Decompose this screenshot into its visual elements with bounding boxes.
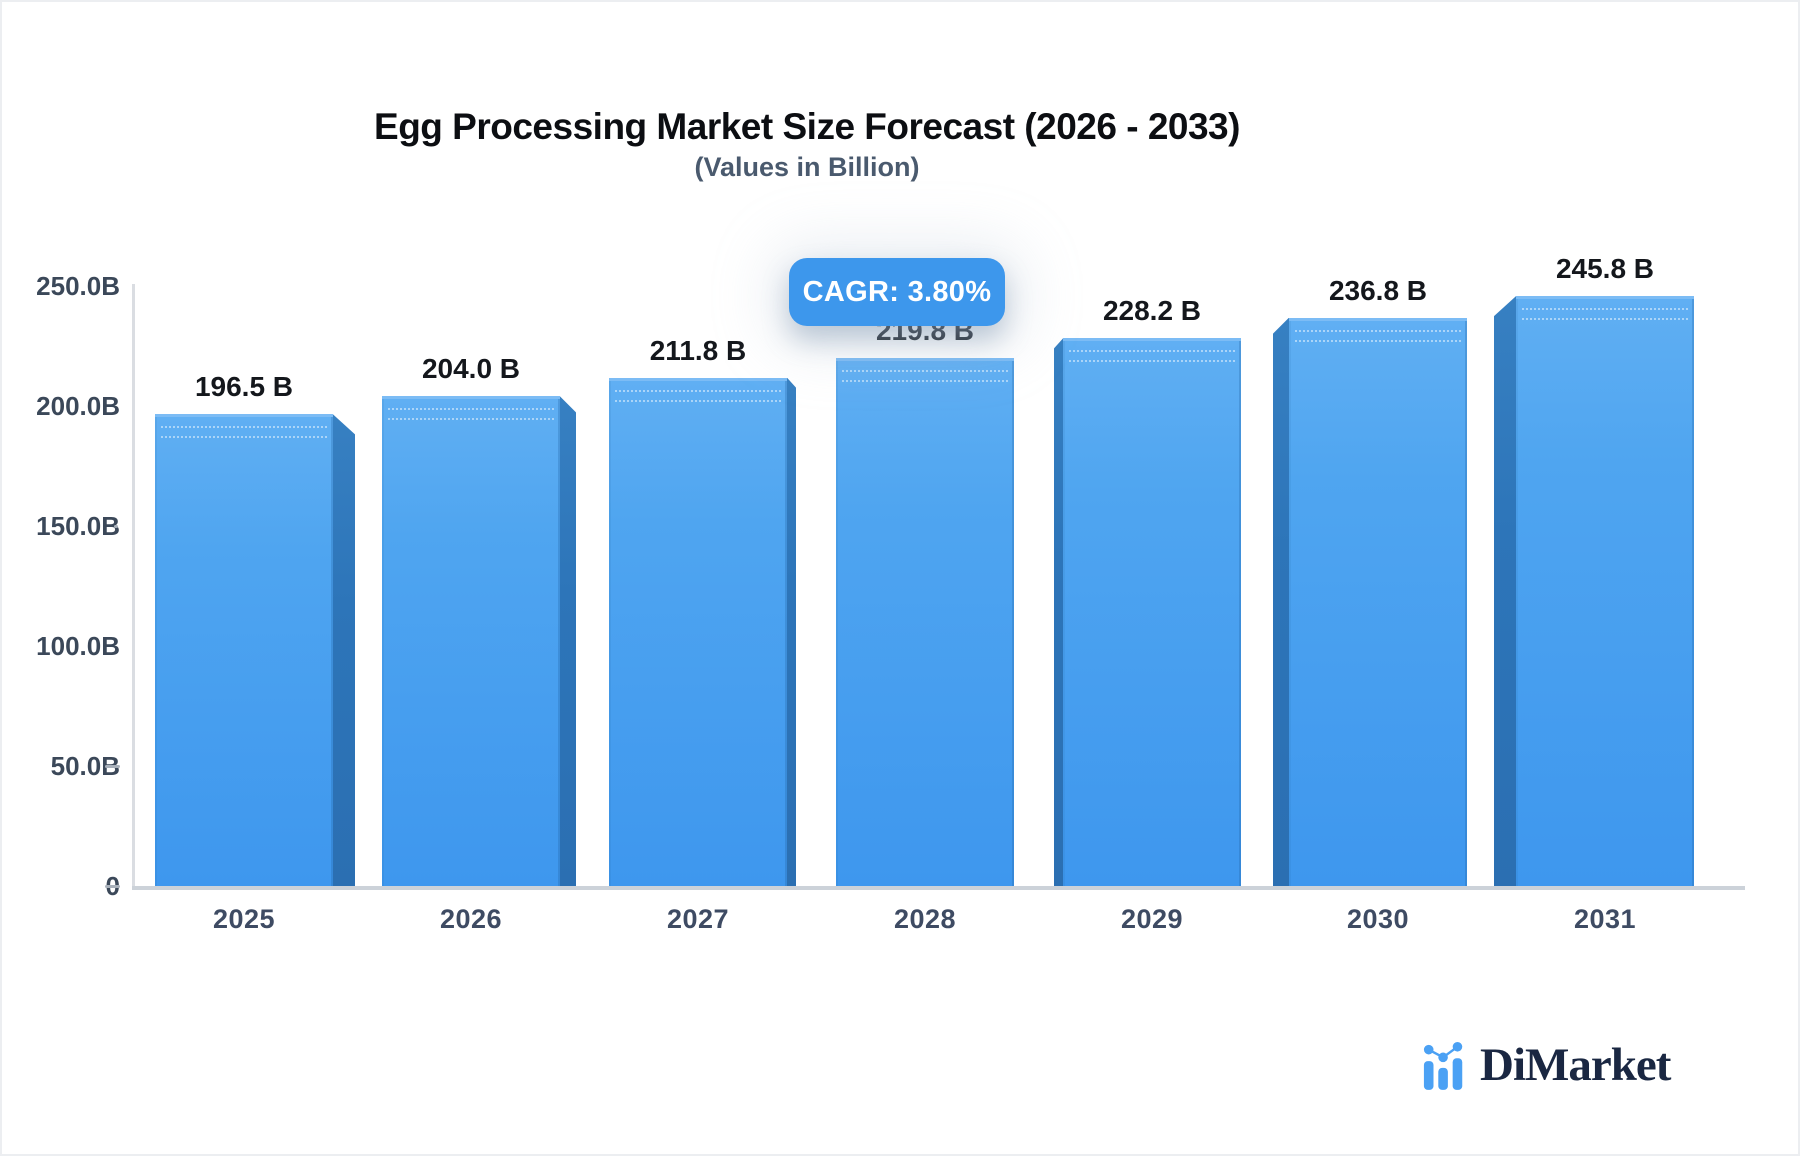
bar-2030	[1289, 317, 1467, 886]
bar-2028	[836, 358, 1014, 886]
bar-chart-logo-icon	[1423, 1042, 1463, 1090]
x-axis-label: 2028	[893, 904, 957, 934]
y-axis-line	[132, 284, 135, 890]
bar-texture-line	[161, 436, 327, 439]
bar-texture-line	[1069, 360, 1235, 363]
bar-side-face	[333, 414, 355, 886]
bar-texture-line	[842, 370, 1008, 373]
bar-texture-line	[1522, 308, 1688, 311]
bar-side-face	[560, 396, 576, 886]
y-tick-mark	[105, 885, 120, 888]
brand-name: DiMarket	[1480, 1039, 1671, 1091]
y-tick-label: 50.0B	[50, 751, 120, 781]
x-axis-baseline	[132, 886, 1745, 890]
bar-side-face	[787, 377, 796, 886]
y-tick-mark	[114, 525, 118, 528]
bar-2027	[609, 377, 787, 886]
chart-subtitle: (Values in Billion)	[694, 152, 920, 182]
y-tick-label: 200.0B	[36, 391, 120, 421]
bar-texture-line	[1522, 318, 1688, 321]
bar-value-label: 211.8 B	[649, 334, 747, 366]
x-axis-label: 2025	[212, 904, 276, 934]
y-tick-label: 150.0B	[36, 511, 120, 541]
brand-logo: DiMarket	[1422, 1039, 1671, 1091]
bar-texture-line	[1069, 350, 1235, 353]
bar-value-label: 204.0 B	[421, 353, 521, 385]
bar-2026	[382, 396, 560, 886]
x-axis-label: 2026	[439, 904, 503, 934]
x-axis-label: 2027	[666, 904, 730, 934]
bar-texture-line	[161, 426, 327, 429]
bar-value-label: 196.5 B	[194, 371, 294, 403]
bar-texture-line	[615, 389, 781, 392]
cagr-badge: CAGR: 3.80%	[789, 258, 1005, 326]
bar-texture-line	[388, 418, 554, 421]
chart-title: Egg Processing Market Size Forecast (202…	[374, 106, 1240, 147]
bar-texture-line	[1295, 339, 1461, 342]
x-axis-label: 2030	[1346, 904, 1410, 934]
y-tick-mark	[105, 765, 120, 768]
y-tick-label: 100.0B	[36, 631, 120, 661]
bar-side-face	[1494, 296, 1516, 886]
y-tick-label: 250.0B	[36, 271, 120, 301]
bar-side-face	[1054, 338, 1063, 886]
bar-2031	[1516, 296, 1694, 886]
bar-texture-line	[615, 399, 781, 402]
bar-2029	[1063, 338, 1241, 886]
bar-side-face	[1273, 317, 1289, 886]
bar-value-label: 228.2 B	[1102, 295, 1202, 327]
bar-texture-line	[388, 408, 554, 411]
bar-2025	[155, 414, 333, 886]
bar-texture-line	[1295, 329, 1461, 332]
y-tick-label: 0	[10, 871, 120, 901]
bar-value-label: 245.8 B	[1555, 253, 1655, 285]
x-axis-label: 2031	[1573, 904, 1637, 934]
bar-value-label: 236.8 B	[1328, 274, 1428, 306]
x-axis-label: 2029	[1120, 904, 1184, 934]
bar-texture-line	[842, 380, 1008, 383]
